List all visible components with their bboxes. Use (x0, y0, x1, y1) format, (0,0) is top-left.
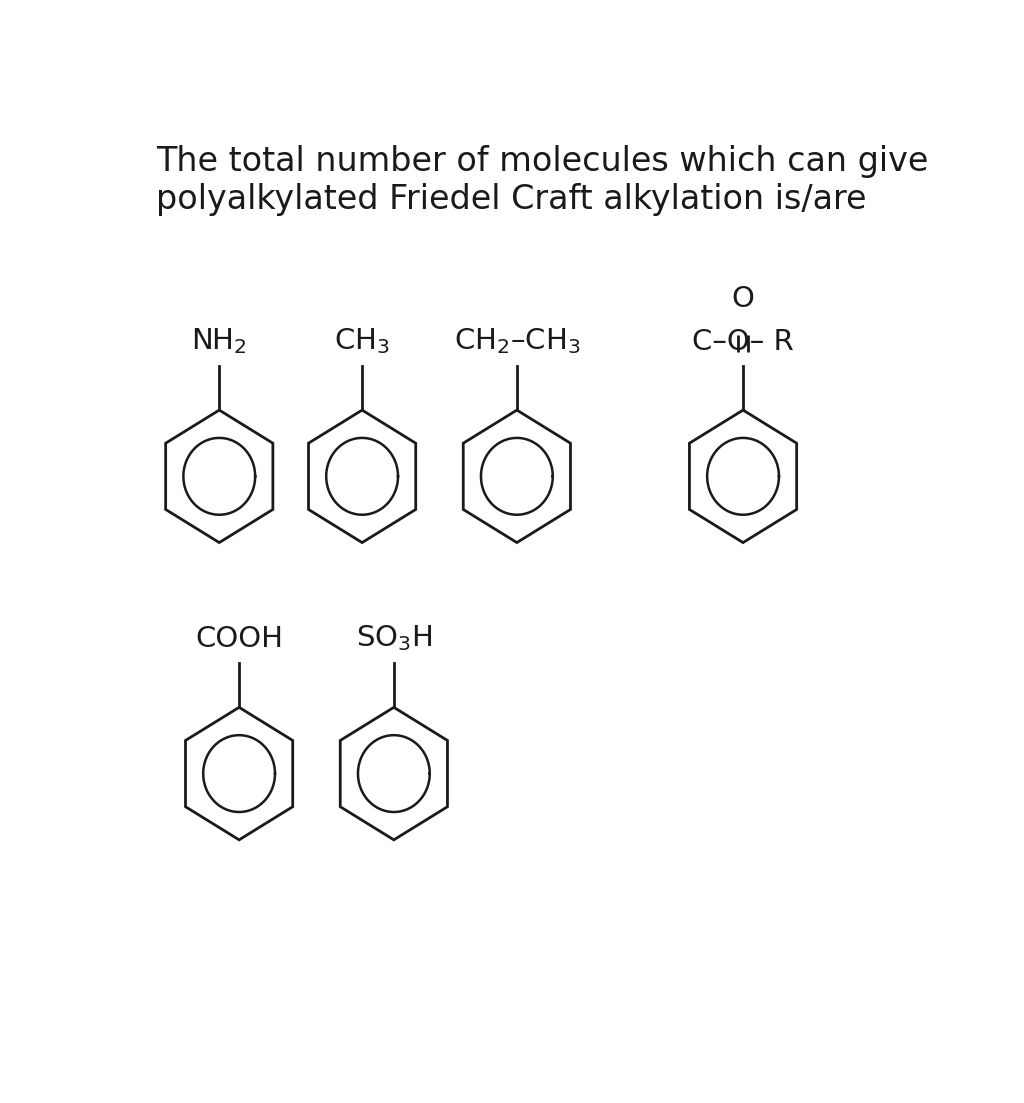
Text: SO$_3$H: SO$_3$H (355, 623, 432, 653)
Text: O: O (731, 286, 755, 313)
Text: The total number of molecules which can give: The total number of molecules which can … (156, 146, 928, 178)
Text: NH$_2$: NH$_2$ (191, 325, 247, 356)
Text: CH$_2$–CH$_3$: CH$_2$–CH$_3$ (454, 325, 581, 356)
Text: polyalkylated Friedel Craft alkylation is/are: polyalkylated Friedel Craft alkylation i… (156, 183, 866, 216)
Text: COOH: COOH (196, 625, 283, 653)
Text: C–O– R: C–O– R (692, 328, 794, 356)
Text: CH$_3$: CH$_3$ (334, 325, 390, 356)
